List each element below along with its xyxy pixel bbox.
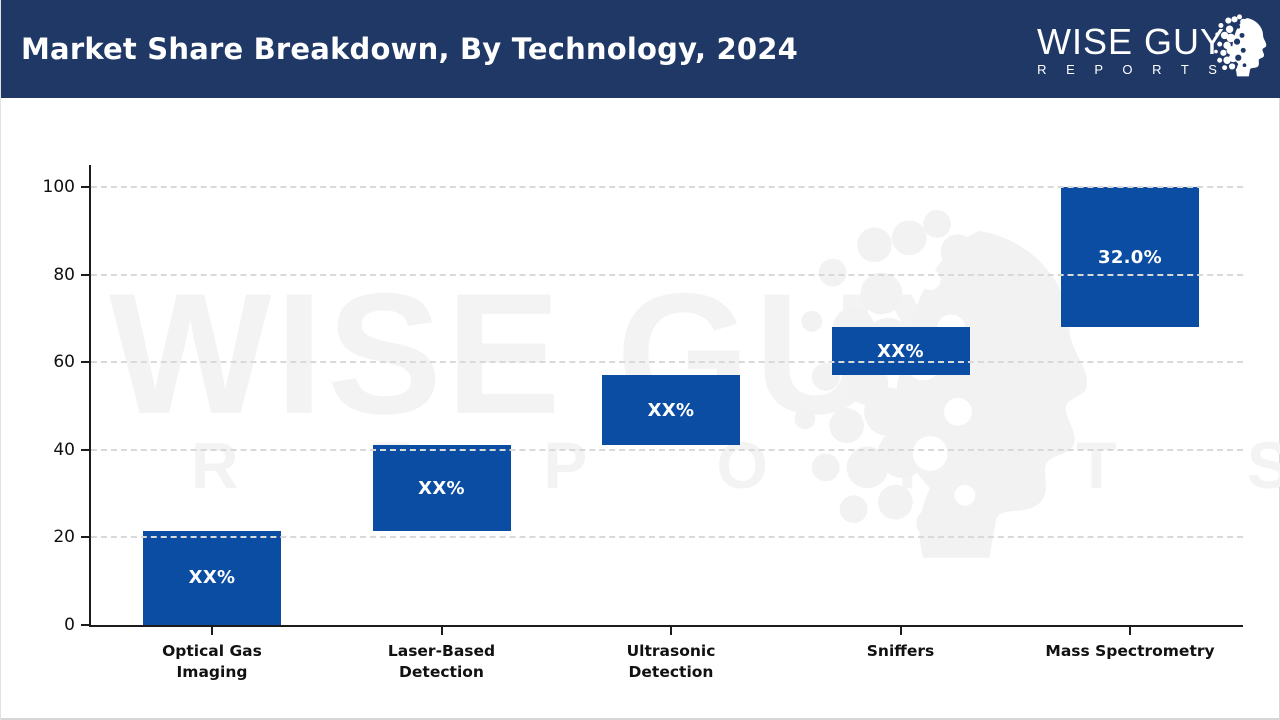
gridline bbox=[91, 448, 1243, 451]
waterfall-bar: 32.0% bbox=[1061, 187, 1199, 328]
x-axis-tick bbox=[211, 627, 213, 635]
brand-logo: WISE GUY R E P O R T S bbox=[1037, 7, 1273, 93]
bar-value-label: XX% bbox=[418, 477, 465, 499]
y-tick-label: 80 bbox=[53, 264, 75, 285]
y-tick-label: 40 bbox=[53, 439, 75, 460]
y-tick-label: 0 bbox=[64, 615, 75, 635]
gridline bbox=[91, 361, 1243, 364]
bar-value-label: XX% bbox=[188, 567, 236, 589]
y-axis-tick bbox=[81, 448, 90, 451]
x-category-label: Ultrasonic Detection bbox=[626, 642, 716, 681]
x-axis-tick bbox=[670, 627, 672, 635]
brand-logo-text: WISE GUY R E P O R T S bbox=[1036, 21, 1225, 78]
plot-area: WISE GUY R E P O R T S 0 20 40 60 80 100 XX% XX… bbox=[43, 165, 1280, 681]
y-tick-label: 60 bbox=[53, 352, 75, 373]
y-axis-tick bbox=[81, 536, 90, 539]
y-tick-label: 20 bbox=[53, 527, 75, 548]
bar-value-label: XX% bbox=[877, 340, 924, 362]
bar-value-label: XX% bbox=[647, 399, 695, 421]
y-tick-label: 100 bbox=[42, 177, 75, 197]
y-axis-tick bbox=[81, 361, 90, 364]
brand-name: WISE GUY bbox=[1036, 21, 1225, 62]
waterfall-bar: XX% bbox=[831, 327, 970, 376]
gridline bbox=[91, 273, 1243, 276]
y-axis-tick bbox=[81, 624, 90, 626]
x-axis-tick bbox=[1129, 627, 1131, 635]
waterfall-bar: XX% bbox=[372, 445, 511, 531]
x-category-label: Optical Gas Imaging bbox=[162, 642, 262, 681]
y-axis-tick bbox=[81, 186, 90, 188]
header-bar: Market Share Breakdown, By Technology, 2… bbox=[1, 0, 1280, 98]
x-category-label: Sniffers bbox=[866, 642, 935, 660]
x-axis-tick bbox=[440, 627, 443, 635]
y-axis-tick bbox=[81, 273, 90, 276]
bottom-edge-divider bbox=[1, 718, 1279, 720]
x-category-label: Mass Spectrometry bbox=[1045, 642, 1215, 660]
page-title: Market Share Breakdown, By Technology, 2… bbox=[21, 32, 799, 66]
x-axis-tick bbox=[899, 627, 902, 635]
gridline bbox=[91, 536, 1243, 539]
waterfall-bar: XX% bbox=[143, 530, 281, 625]
gridline bbox=[91, 186, 1243, 188]
bar-value-label: 32.0% bbox=[1098, 246, 1162, 268]
head-profile-icon bbox=[1214, 14, 1267, 77]
brand-subtitle: R E P O R T S bbox=[1037, 62, 1225, 77]
waterfall-bar: XX% bbox=[602, 375, 740, 446]
x-category-label: Laser-Based Detection bbox=[387, 642, 496, 681]
